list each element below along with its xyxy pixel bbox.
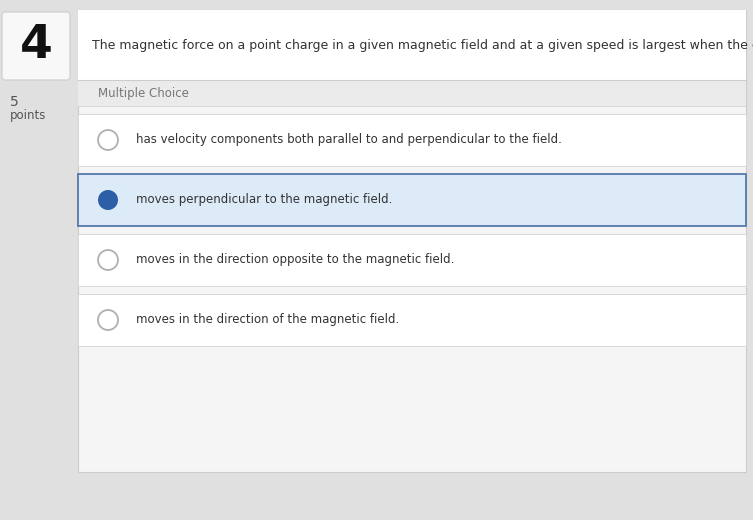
Text: moves in the direction opposite to the magnetic field.: moves in the direction opposite to the m… <box>136 253 454 266</box>
Circle shape <box>98 130 118 150</box>
Text: points: points <box>10 109 47 122</box>
Circle shape <box>98 190 118 210</box>
FancyBboxPatch shape <box>2 12 70 80</box>
Text: moves perpendicular to the magnetic field.: moves perpendicular to the magnetic fiel… <box>136 193 392 206</box>
FancyBboxPatch shape <box>78 10 746 472</box>
FancyBboxPatch shape <box>78 80 746 106</box>
Text: 5: 5 <box>10 95 19 109</box>
FancyBboxPatch shape <box>78 294 746 346</box>
Text: 4: 4 <box>20 23 53 69</box>
FancyBboxPatch shape <box>78 114 746 166</box>
Text: moves in the direction of the magnetic field.: moves in the direction of the magnetic f… <box>136 314 399 327</box>
FancyBboxPatch shape <box>78 10 746 80</box>
Circle shape <box>98 310 118 330</box>
FancyBboxPatch shape <box>78 174 746 226</box>
Text: has velocity components both parallel to and perpendicular to the field.: has velocity components both parallel to… <box>136 134 562 147</box>
Text: Multiple Choice: Multiple Choice <box>98 86 189 99</box>
Circle shape <box>98 250 118 270</box>
Text: The magnetic force on a point charge in a given magnetic field and at a given sp: The magnetic force on a point charge in … <box>92 38 753 51</box>
FancyBboxPatch shape <box>78 234 746 286</box>
